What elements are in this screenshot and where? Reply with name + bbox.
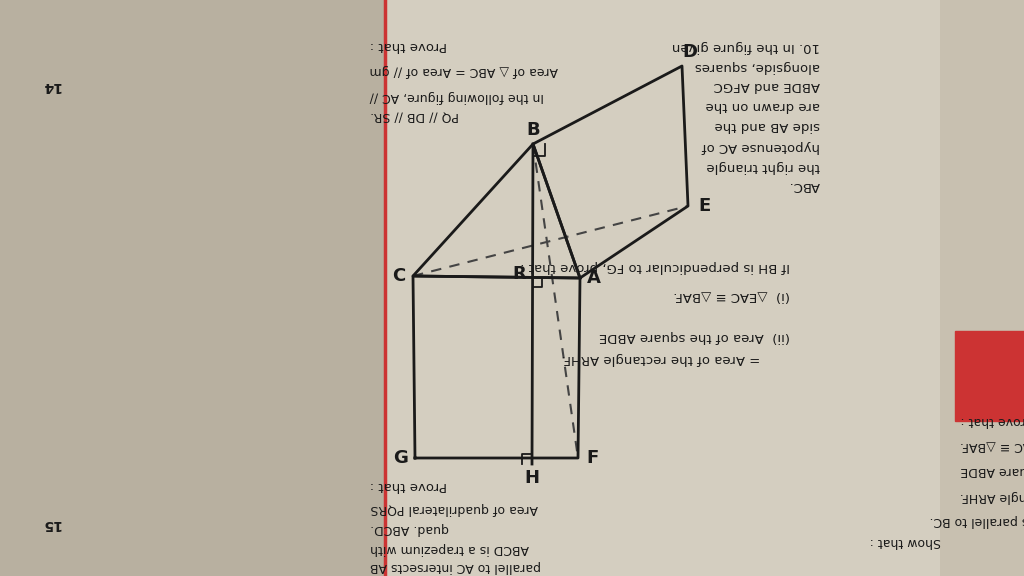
Text: are drawn on the: are drawn on the: [706, 100, 820, 112]
Text: 11. In the following figure, DE is parallel to BC.: 11. In the following figure, DE is paral…: [930, 514, 1024, 528]
Text: Area of △ ABC = Area of // gm: Area of △ ABC = Area of // gm: [370, 65, 558, 78]
Text: alongside, squares: alongside, squares: [695, 59, 820, 73]
Text: D: D: [683, 43, 697, 61]
Text: ABC.: ABC.: [788, 180, 820, 192]
Text: Area of quadrilateral PQRS: Area of quadrilateral PQRS: [370, 502, 538, 514]
Text: If BH is perpendicular to FG, prove that :: If BH is perpendicular to FG, prove that…: [961, 415, 1024, 427]
Text: G: G: [393, 449, 409, 467]
Text: C: C: [392, 267, 406, 285]
Text: side AB and the: side AB and the: [715, 119, 820, 132]
FancyBboxPatch shape: [385, 0, 1024, 576]
Text: ABDE and AFGC: ABDE and AFGC: [714, 79, 820, 93]
Text: Show that :: Show that :: [870, 535, 941, 548]
Text: E: E: [698, 197, 710, 215]
Text: Prove that :: Prove that :: [370, 479, 447, 492]
Text: the right triangle: the right triangle: [707, 160, 820, 172]
FancyBboxPatch shape: [0, 0, 385, 576]
Text: parallel to AC intersects AB: parallel to AC intersects AB: [370, 559, 541, 573]
Text: R: R: [512, 265, 526, 283]
FancyBboxPatch shape: [940, 0, 1024, 576]
FancyBboxPatch shape: [955, 331, 1024, 421]
Text: In the following figure, AC //: In the following figure, AC //: [370, 89, 545, 103]
Text: (ii)  Area of the square ABDE: (ii) Area of the square ABDE: [961, 464, 1024, 478]
Text: F: F: [586, 449, 598, 467]
Text: PQ // DB // SR.: PQ // DB // SR.: [370, 109, 459, 123]
Text: 10. In the figure given: 10. In the figure given: [672, 40, 820, 52]
Text: hypotenuse AC of: hypotenuse AC of: [701, 139, 820, 153]
Text: A: A: [587, 269, 601, 287]
Text: ABCD is a trapezium with: ABCD is a trapezium with: [370, 543, 528, 555]
Text: (i)  △EAC ≡ △BAF.: (i) △EAC ≡ △BAF.: [673, 290, 790, 302]
Text: (ii)  Area of the square ABDE: (ii) Area of the square ABDE: [599, 329, 790, 343]
Text: If BH is perpendicular to FG, prove that :: If BH is perpendicular to FG, prove that…: [520, 260, 790, 272]
Text: = Area of the rectangle ARHF.: = Area of the rectangle ARHF.: [561, 351, 790, 365]
Text: H: H: [524, 469, 540, 487]
Text: B: B: [526, 121, 540, 139]
Text: (i)  △EAC ≡ △BAF.: (i) △EAC ≡ △BAF.: [961, 439, 1024, 453]
Text: 14: 14: [41, 79, 60, 93]
Text: 15: 15: [41, 517, 60, 531]
Text: Prove that :: Prove that :: [370, 40, 447, 52]
Text: quad. ABCD.: quad. ABCD.: [370, 521, 449, 535]
Text: = Area of the rectangle ARHF.: = Area of the rectangle ARHF.: [961, 490, 1024, 502]
